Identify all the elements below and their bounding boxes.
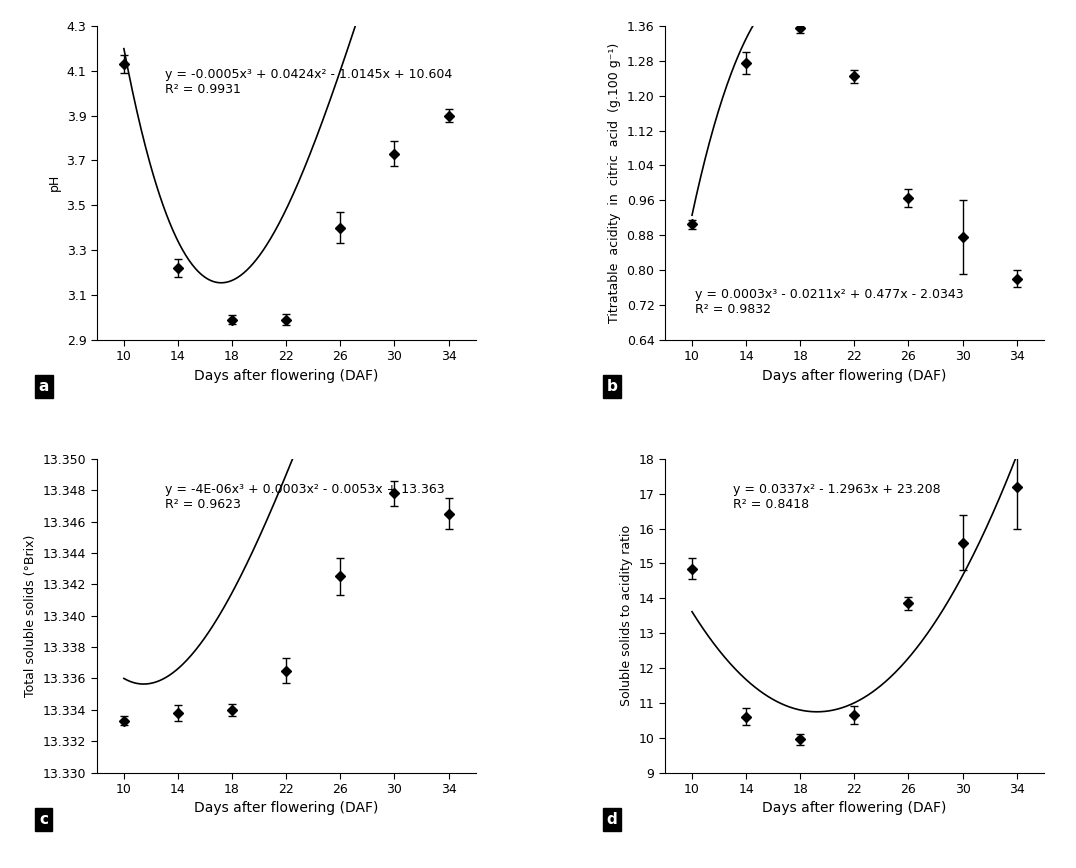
X-axis label: Days after flowering (DAF): Days after flowering (DAF) (762, 801, 947, 816)
Text: y = 0.0337x² - 1.2963x + 23.208
R² = 0.8418: y = 0.0337x² - 1.2963x + 23.208 R² = 0.8… (733, 483, 940, 510)
Y-axis label: Soluble solids to acidity ratio: Soluble solids to acidity ratio (620, 525, 633, 707)
Y-axis label: Titratable  acidity  in  citric  acid  (g.100 g⁻¹): Titratable acidity in citric acid (g.100… (608, 43, 621, 323)
X-axis label: Days after flowering (DAF): Days after flowering (DAF) (762, 369, 947, 383)
Y-axis label: Total soluble solids (°Brix): Total soluble solids (°Brix) (25, 535, 38, 697)
Text: y = -0.0005x³ + 0.0424x² - 1.0145x + 10.604
R² = 0.9931: y = -0.0005x³ + 0.0424x² - 1.0145x + 10.… (165, 69, 452, 96)
X-axis label: Days after flowering (DAF): Days after flowering (DAF) (194, 801, 379, 816)
Text: a: a (39, 379, 49, 394)
X-axis label: Days after flowering (DAF): Days after flowering (DAF) (194, 369, 379, 383)
Text: b: b (607, 379, 618, 394)
Y-axis label: pH: pH (48, 174, 61, 192)
Text: d: d (607, 812, 618, 827)
Text: y = 0.0003x³ - 0.0211x² + 0.477x - 2.0343
R² = 0.9832: y = 0.0003x³ - 0.0211x² + 0.477x - 2.034… (695, 288, 964, 316)
Text: c: c (40, 812, 48, 827)
Text: y = -4E-06x³ + 0.0003x² - 0.0053x + 13.363
R² = 0.9623: y = -4E-06x³ + 0.0003x² - 0.0053x + 13.3… (165, 483, 444, 510)
